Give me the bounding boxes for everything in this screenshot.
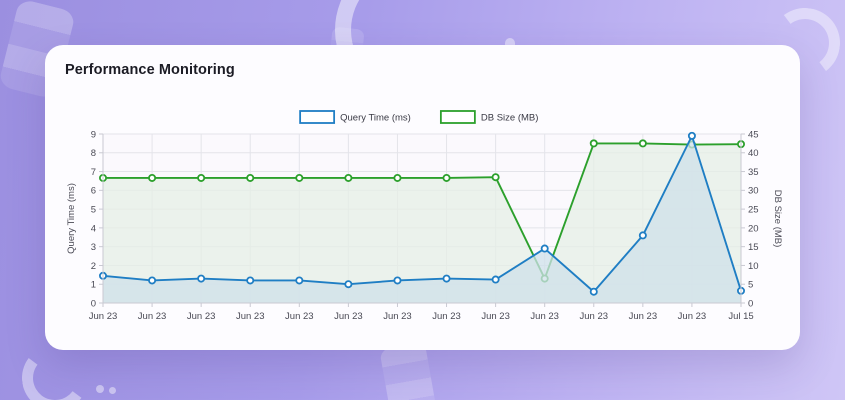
x-axis-tick-label: Jun 23 — [580, 311, 609, 322]
y-axis-left-tick-label: 7 — [91, 167, 96, 178]
x-axis-tick-label: Jun 23 — [138, 311, 167, 322]
x-axis-tick-label: Jun 23 — [629, 311, 658, 322]
data-point-marker[interactable] — [197, 173, 206, 182]
y-axis-right-tick-label: 25 — [748, 205, 759, 216]
x-axis-tick-label: Jun 23 — [530, 311, 559, 322]
x-axis-tick-label: Jun 23 — [432, 311, 461, 322]
y-axis-right-tick-label: 15 — [748, 242, 759, 253]
y-axis-left-tick-label: 9 — [91, 129, 96, 140]
y-axis-left-tick-label: 5 — [91, 205, 96, 216]
series-line — [102, 134, 742, 293]
data-point-marker[interactable] — [295, 276, 304, 285]
x-axis-tick-label: Jun 23 — [89, 311, 118, 322]
data-point-marker[interactable] — [491, 173, 500, 182]
y-axis-left-tick-label: 6 — [91, 186, 96, 197]
data-point-marker[interactable] — [197, 274, 206, 283]
data-point-marker[interactable] — [246, 173, 255, 182]
x-axis-tick-label: Jun 23 — [481, 311, 510, 322]
data-point-marker[interactable] — [540, 244, 549, 253]
x-axis-tick-label: Jun 23 — [678, 311, 707, 322]
data-point-marker[interactable] — [442, 173, 451, 182]
data-point-marker[interactable] — [148, 173, 157, 182]
y-axis-right-tick-label: 5 — [748, 280, 753, 291]
y-axis-right-tick-label: 35 — [748, 167, 759, 178]
y-axis-right-tick-label: 10 — [748, 261, 759, 272]
database-cylinder-icon — [379, 341, 437, 400]
y-axis-left-tick-label: 3 — [91, 242, 96, 253]
series-area — [103, 135, 741, 303]
data-point-marker[interactable] — [344, 280, 353, 289]
y-axis-right-tick-label: 20 — [748, 223, 759, 234]
y-axis-left-tick-label: 8 — [91, 148, 96, 159]
x-axis-tick-label: Jun 23 — [236, 311, 265, 322]
y-axis-right-title: DB Size (MB) — [772, 190, 783, 248]
series-area — [103, 143, 741, 303]
x-axis-tick-label: Jun 23 — [334, 311, 363, 322]
data-point-marker[interactable] — [442, 274, 451, 283]
data-point-marker[interactable] — [344, 173, 353, 182]
data-point-marker[interactable] — [246, 276, 255, 285]
x-axis-tick-label: Jun 23 — [187, 311, 216, 322]
y-axis-right-tick-label: 45 — [748, 129, 759, 140]
y-axis-right-tick-label: 0 — [748, 298, 753, 309]
x-axis-tick-label: Jun 23 — [285, 311, 314, 322]
legend-item[interactable]: DB Size (MB) — [439, 110, 539, 124]
y-axis-right-tick-label: 30 — [748, 186, 759, 197]
y-axis-left-title: Query Time (ms) — [66, 183, 77, 254]
data-point-marker[interactable] — [638, 231, 647, 240]
y-axis-left-tick-label: 4 — [91, 223, 96, 234]
data-point-marker[interactable] — [393, 276, 402, 285]
legend-item[interactable]: Query Time (ms) — [299, 110, 411, 124]
legend-label: Query Time (ms) — [340, 113, 411, 124]
legend-swatch — [299, 110, 336, 124]
y-axis-left-tick-label: 1 — [91, 280, 96, 291]
y-axis-right-tick-label: 40 — [748, 148, 759, 159]
series-line — [103, 142, 742, 280]
legend-swatch — [439, 110, 476, 124]
data-point-marker[interactable] — [687, 131, 696, 140]
x-axis-tick-label: Jul 15 — [728, 311, 753, 322]
data-point-marker[interactable] — [148, 276, 157, 285]
data-point-marker[interactable] — [295, 173, 304, 182]
data-point-marker[interactable] — [589, 287, 598, 296]
x-axis-tick-label: Jun 23 — [383, 311, 412, 322]
legend-label: DB Size (MB) — [481, 113, 539, 124]
data-point-marker[interactable] — [393, 173, 402, 182]
performance-monitoring-card: Performance Monitoring 0 1 2 3 4 5 6 7 8 9 0 5 10 15 2… — [45, 45, 800, 350]
y-axis-left-tick-label: 0 — [91, 298, 96, 309]
data-point-marker[interactable] — [589, 139, 598, 148]
performance-chart: 0 1 2 3 4 5 6 7 8 9 0 5 10 15 20 25 30 35 40 45 Jun 23 Jun 23… — [45, 45, 800, 350]
data-point-marker[interactable] — [638, 139, 647, 148]
y-axis-left-tick-label: 2 — [91, 261, 96, 272]
data-point-marker[interactable] — [491, 275, 500, 284]
page-title: Performance Monitoring — [65, 62, 235, 78]
